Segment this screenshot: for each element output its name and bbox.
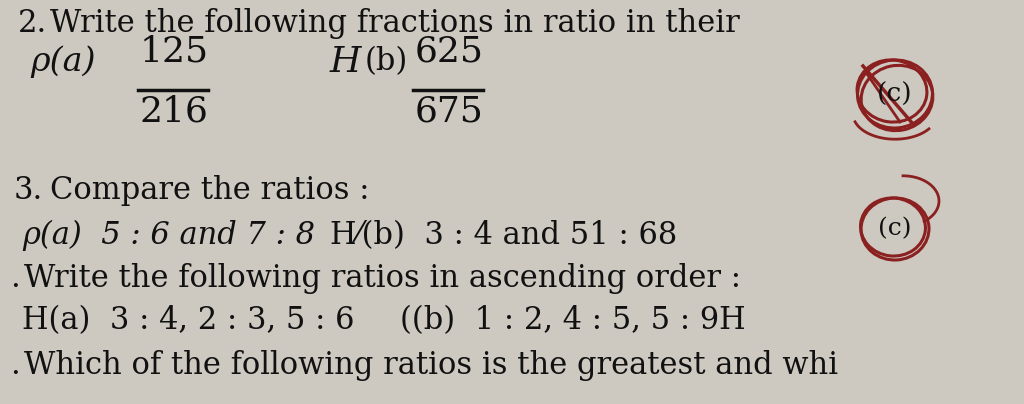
Text: Write the following ratios in ascending order :: Write the following ratios in ascending … — [24, 263, 741, 294]
Text: .: . — [10, 263, 19, 294]
Text: 3.: 3. — [14, 175, 43, 206]
Text: 625: 625 — [415, 34, 484, 68]
Text: 125: 125 — [140, 34, 209, 68]
Text: H⁄(b)  3 : 4 and 51 : 68: H⁄(b) 3 : 4 and 51 : 68 — [330, 220, 677, 251]
Text: 675: 675 — [415, 94, 484, 128]
Text: 2.: 2. — [18, 8, 47, 39]
Text: (c): (c) — [878, 82, 912, 107]
Text: H(a)  3 : 4, 2 : 3, 5 : 6: H(a) 3 : 4, 2 : 3, 5 : 6 — [22, 305, 354, 336]
Text: (c): (c) — [879, 217, 911, 240]
Text: Which of the following ratios is the greatest and whi: Which of the following ratios is the gre… — [24, 350, 838, 381]
Text: .: . — [10, 350, 19, 381]
Text: (b): (b) — [365, 46, 409, 78]
Text: 216: 216 — [140, 94, 209, 128]
Text: ρ(a)  5 : 6 and 7 : 8: ρ(a) 5 : 6 and 7 : 8 — [22, 220, 315, 251]
Text: Write the following fractions in ratio in their: Write the following fractions in ratio i… — [50, 8, 739, 39]
Text: Compare the ratios :: Compare the ratios : — [50, 175, 370, 206]
Text: H: H — [330, 45, 361, 79]
Text: ((b)  1 : 2, 4 : 5, 5 : 9H: ((b) 1 : 2, 4 : 5, 5 : 9H — [400, 305, 745, 336]
Text: ρ(a): ρ(a) — [30, 46, 95, 78]
